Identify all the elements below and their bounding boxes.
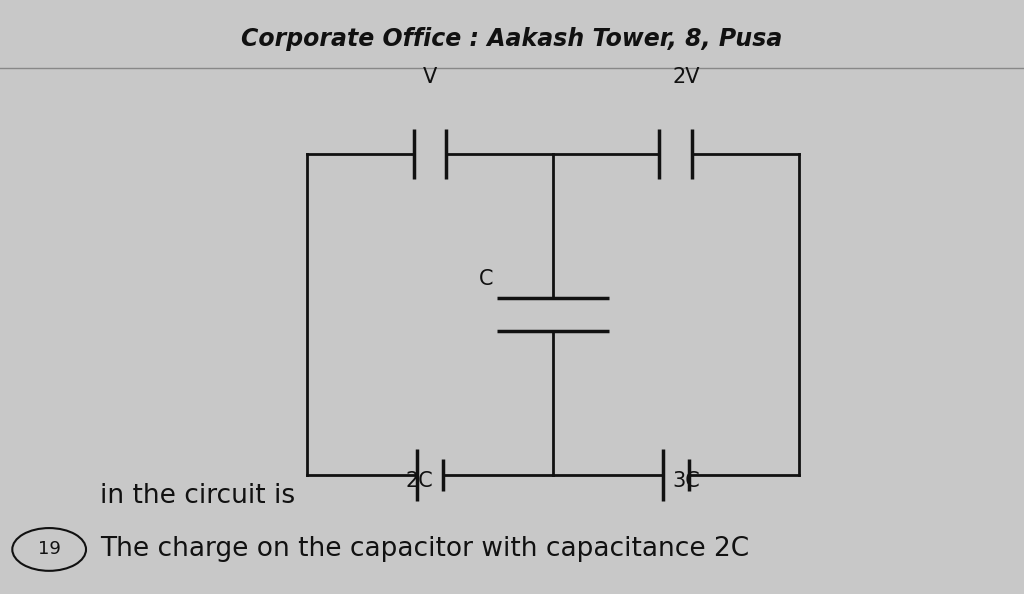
Text: 2V: 2V: [673, 67, 699, 87]
Text: Corporate Office : Aakash Tower, 8, Pusa: Corporate Office : Aakash Tower, 8, Pusa: [242, 27, 782, 50]
Text: 19: 19: [38, 541, 60, 558]
Text: in the circuit is: in the circuit is: [100, 483, 296, 509]
Text: V: V: [423, 67, 437, 87]
Text: The charge on the capacitor with capacitance 2C: The charge on the capacitor with capacit…: [100, 536, 750, 563]
Text: 3C: 3C: [672, 471, 700, 491]
Text: C: C: [479, 269, 494, 289]
Text: 2C: 2C: [406, 471, 434, 491]
